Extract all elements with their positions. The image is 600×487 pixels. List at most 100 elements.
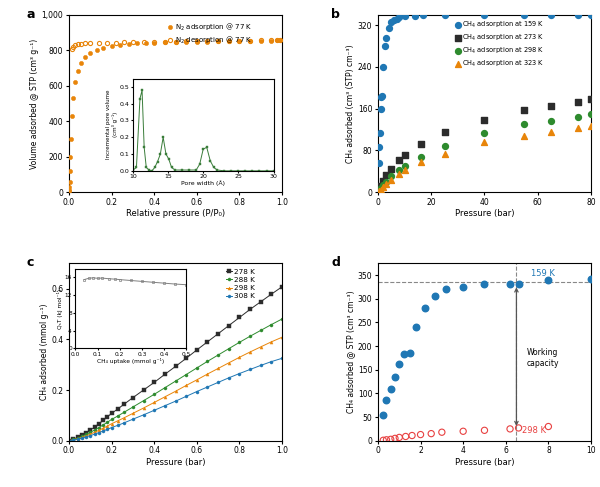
278 K <box>82 430 89 436</box>
N$_2$ desorption @ 77 K <box>193 38 200 44</box>
CH$_4$ adsorption at 273 K <box>386 165 396 172</box>
CH$_4$ adsorption at 159 K <box>573 11 583 19</box>
N$_2$ desorption @ 77 K <box>74 41 81 47</box>
288 K <box>115 413 122 419</box>
Point <box>505 281 515 288</box>
CH$_4$ adsorption at 159 K <box>377 93 386 101</box>
CH$_4$ adsorption at 273 K <box>376 182 385 190</box>
288 K <box>140 398 147 404</box>
298 K <box>161 394 169 400</box>
CH$_4$ adsorption at 159 K <box>374 160 383 168</box>
Text: 159 K: 159 K <box>532 269 555 278</box>
N$_2$ adsorption @ 77 K <box>215 38 222 44</box>
278 K <box>121 401 128 407</box>
CH$_4$ adsorption at 298 K <box>479 129 489 137</box>
308 K <box>268 359 275 365</box>
N$_2$ adsorption @ 77 K <box>72 79 79 85</box>
Point <box>416 431 425 438</box>
278 K <box>215 331 222 337</box>
278 K <box>268 291 275 297</box>
Point <box>442 285 451 293</box>
CH$_4$ adsorption at 159 K <box>479 11 489 19</box>
Point <box>420 304 430 312</box>
N$_2$ desorption @ 77 K <box>225 38 232 44</box>
298 K <box>182 382 190 388</box>
Point <box>405 349 415 357</box>
N$_2$ adsorption @ 77 K <box>161 39 169 45</box>
Point <box>412 323 421 331</box>
CH$_4$ adsorption at 323 K <box>546 128 556 136</box>
N$_2$ adsorption @ 77 K <box>77 59 85 65</box>
CH$_4$ adsorption at 298 K <box>379 181 388 189</box>
298 K <box>204 371 211 377</box>
308 K <box>78 435 85 441</box>
308 K <box>65 438 73 444</box>
298 K <box>82 433 89 439</box>
N$_2$ adsorption @ 77 K <box>151 40 158 46</box>
288 K <box>74 435 81 441</box>
Point <box>514 281 523 288</box>
Point <box>390 434 400 442</box>
CH$_4$ adsorption at 323 K <box>376 186 385 193</box>
N$_2$ adsorption @ 77 K <box>65 188 73 194</box>
298 K <box>78 434 85 440</box>
288 K <box>65 438 73 444</box>
N$_2$ adsorption @ 77 K <box>236 38 243 44</box>
CH$_4$ adsorption at 323 K <box>374 187 384 195</box>
278 K <box>225 323 232 329</box>
308 K <box>161 403 169 409</box>
N$_2$ adsorption @ 77 K <box>70 95 77 101</box>
Legend: N$_2$ adsorption @ 77 K, N$_2$ desorption @ 77 K: N$_2$ adsorption @ 77 K, N$_2$ desorptio… <box>169 21 252 46</box>
CH$_4$ adsorption at 298 K <box>376 184 385 192</box>
N$_2$ adsorption @ 77 K <box>273 37 280 43</box>
CH$_4$ adsorption at 159 K <box>389 16 399 24</box>
308 K <box>104 427 111 432</box>
288 K <box>108 416 115 422</box>
CH$_4$ adsorption at 273 K <box>520 106 529 113</box>
N$_2$ adsorption @ 77 K <box>74 69 81 75</box>
CH$_4$ adsorption at 273 K <box>586 95 596 103</box>
N$_2$ adsorption @ 77 K <box>257 38 265 44</box>
N$_2$ adsorption @ 77 K <box>65 187 73 193</box>
CH$_4$ adsorption at 159 K <box>376 105 385 112</box>
308 K <box>140 412 147 418</box>
278 K <box>74 434 81 440</box>
298 K <box>104 423 111 429</box>
Y-axis label: CH₄ adsorbed (cm³ (STP) cm⁻³): CH₄ adsorbed (cm³ (STP) cm⁻³) <box>346 44 355 163</box>
Point <box>382 395 391 403</box>
Point <box>479 427 489 434</box>
288 K <box>278 316 286 322</box>
288 K <box>91 427 98 433</box>
CH$_4$ adsorption at 159 K <box>400 12 409 20</box>
CH$_4$ adsorption at 273 K <box>379 177 388 185</box>
Legend: 278 K, 288 K, 298 K, 308 K: 278 K, 288 K, 298 K, 308 K <box>226 268 255 300</box>
CH$_4$ adsorption at 273 K <box>416 140 425 148</box>
298 K <box>87 431 94 437</box>
298 K <box>108 421 115 427</box>
CH$_4$ adsorption at 273 K <box>479 116 489 124</box>
CH$_4$ adsorption at 159 K <box>394 13 404 21</box>
N$_2$ adsorption @ 77 K <box>134 40 141 46</box>
288 K <box>161 385 169 391</box>
308 K <box>151 408 158 413</box>
298 K <box>193 377 200 383</box>
298 K <box>225 360 232 366</box>
N$_2$ adsorption @ 77 K <box>108 43 115 49</box>
CH$_4$ adsorption at 298 K <box>374 187 384 194</box>
N$_2$ adsorption @ 77 K <box>68 136 75 142</box>
288 K <box>204 358 211 364</box>
CH$_4$ adsorption at 323 K <box>394 170 404 178</box>
Point <box>379 436 388 444</box>
288 K <box>247 333 254 339</box>
308 K <box>82 434 89 440</box>
CH$_4$ adsorption at 159 K <box>386 19 396 26</box>
CH$_4$ adsorption at 298 K <box>573 113 583 121</box>
288 K <box>78 433 85 439</box>
N$_2$ adsorption @ 77 K <box>277 37 284 43</box>
N$_2$ desorption @ 77 K <box>104 40 111 46</box>
298 K <box>70 437 77 443</box>
308 K <box>87 433 94 439</box>
308 K <box>236 371 243 376</box>
278 K <box>182 356 190 361</box>
N$_2$ desorption @ 77 K <box>72 42 79 48</box>
